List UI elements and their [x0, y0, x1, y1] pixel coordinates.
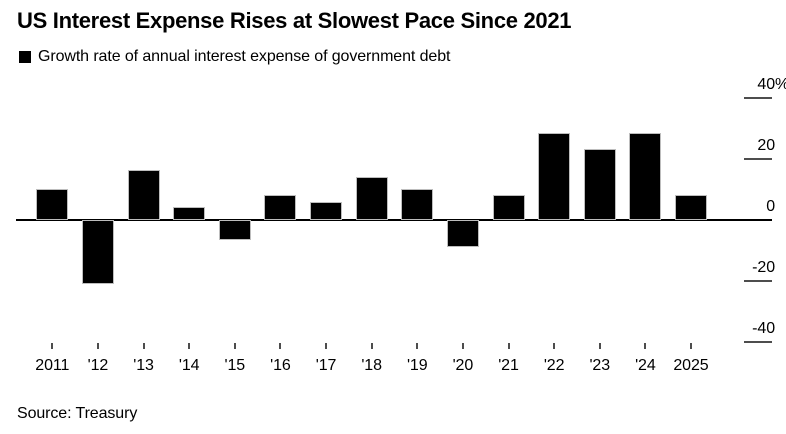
x-axis-tick [553, 343, 556, 349]
y-axis-label: -20 [752, 259, 775, 276]
zero-axis-line [16, 219, 772, 221]
x-axis-label: '21 [498, 357, 519, 374]
x-axis-label: '16 [270, 357, 291, 374]
bar [218, 220, 251, 241]
y-axis-tick [744, 158, 772, 160]
x-axis-tick [188, 343, 191, 349]
bar [492, 195, 525, 220]
y-axis-tick [744, 341, 772, 343]
x-axis-label: '17 [315, 357, 337, 374]
y-axis-label: 0 [766, 198, 775, 215]
x-axis-label: '19 [406, 357, 428, 374]
x-axis-tick [370, 343, 373, 349]
x-axis-tick [96, 343, 99, 349]
bar [310, 201, 343, 220]
legend-label: Growth rate of annual interest expense o… [38, 48, 451, 65]
x-axis-tick [51, 343, 54, 349]
x-axis-label: '23 [589, 357, 611, 374]
x-axis-tick [416, 343, 419, 349]
x-axis-label: '24 [635, 357, 656, 374]
x-axis-label: '13 [133, 357, 154, 374]
x-axis-tick [507, 343, 510, 349]
x-axis-label: 2025 [673, 357, 709, 374]
x-axis-tick [461, 343, 464, 349]
x-axis-label: '15 [224, 357, 246, 374]
x-axis-tick [142, 343, 145, 349]
source-label: Source: Treasury [17, 405, 138, 422]
x-axis-label: 2011 [35, 357, 70, 374]
legend-swatch-icon [19, 51, 31, 63]
bar [36, 188, 69, 220]
y-axis-label: 40% [757, 76, 786, 93]
bar [264, 195, 297, 220]
x-axis-tick [325, 343, 328, 349]
x-axis-label: '20 [452, 357, 474, 374]
x-axis-label: '18 [361, 357, 382, 374]
x-axis-label: '14 [178, 357, 200, 374]
x-axis-tick [279, 343, 282, 349]
bar [629, 133, 662, 220]
y-axis-tick [744, 280, 772, 282]
bar [538, 133, 571, 220]
x-axis-label: '12 [87, 357, 109, 374]
bar [127, 169, 160, 220]
bar [81, 220, 114, 285]
x-axis-tick [598, 343, 601, 349]
x-axis-tick [644, 343, 647, 349]
bar [446, 220, 479, 248]
chart-title: US Interest Expense Rises at Slowest Pac… [17, 8, 572, 33]
bar [401, 188, 434, 220]
bar [583, 149, 616, 220]
bar [355, 176, 388, 220]
x-axis-tick [689, 343, 692, 349]
y-axis-label: -40 [752, 320, 775, 337]
y-axis-label: 20 [757, 137, 775, 154]
y-axis-tick [744, 97, 772, 99]
bar [173, 207, 206, 220]
bar [674, 194, 707, 220]
legend: Growth rate of annual interest expense o… [19, 48, 450, 66]
x-axis-tick [233, 343, 236, 349]
x-axis-label: '22 [543, 357, 565, 374]
